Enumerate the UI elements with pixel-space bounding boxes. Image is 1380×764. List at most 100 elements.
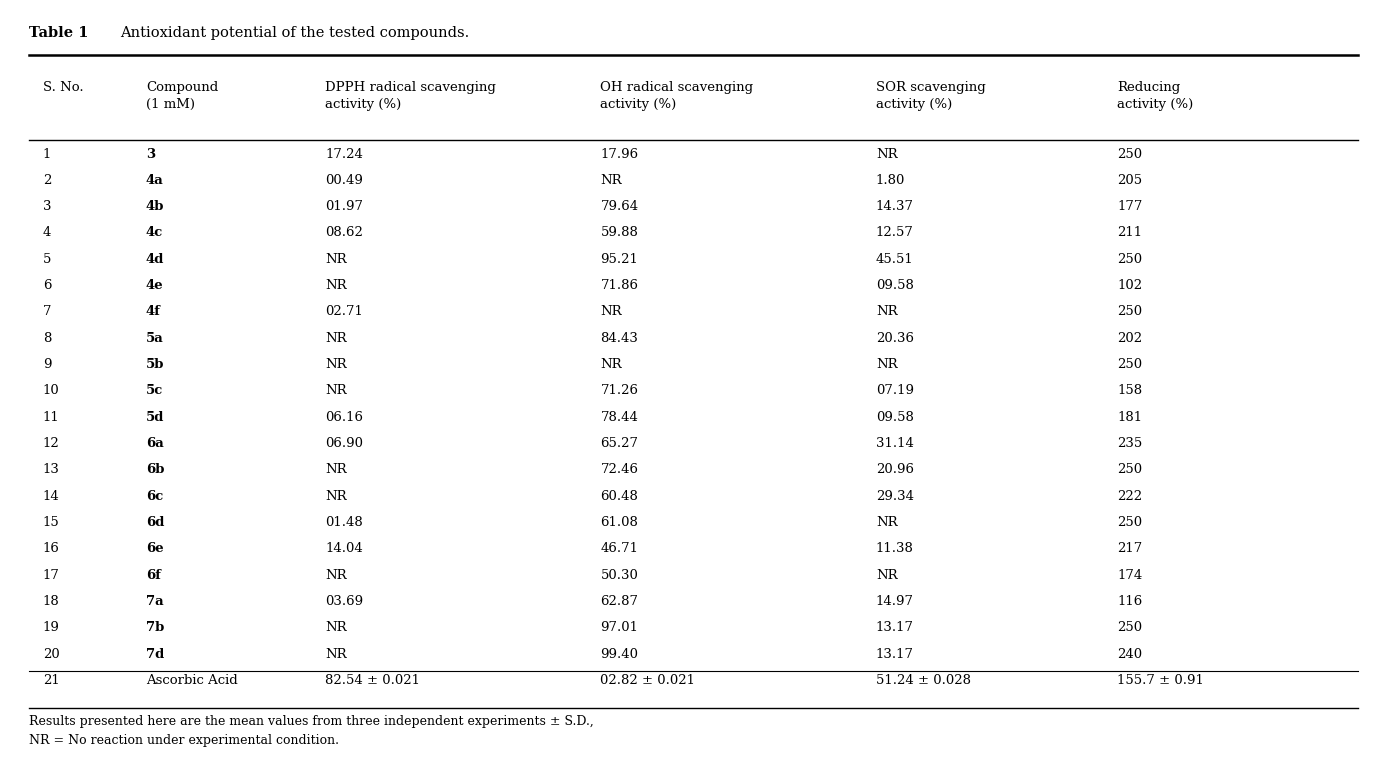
Text: OH radical scavenging
activity (%): OH radical scavenging activity (%)	[600, 81, 753, 111]
Text: 65.27: 65.27	[600, 437, 639, 450]
Text: 00.49: 00.49	[326, 174, 363, 187]
Text: SOR scavenging
activity (%): SOR scavenging activity (%)	[876, 81, 985, 111]
Text: 102: 102	[1116, 279, 1143, 292]
Text: NR: NR	[600, 174, 622, 187]
Text: 50.30: 50.30	[600, 568, 639, 581]
Text: NR: NR	[876, 358, 897, 371]
Text: 4b: 4b	[146, 200, 164, 213]
Text: 20: 20	[43, 648, 59, 661]
Text: 14.37: 14.37	[876, 200, 914, 213]
Text: 4: 4	[43, 226, 51, 239]
Text: 10: 10	[43, 384, 59, 397]
Text: 07.19: 07.19	[876, 384, 914, 397]
Text: NR: NR	[326, 384, 346, 397]
Text: 7d: 7d	[146, 648, 164, 661]
Text: NR: NR	[326, 358, 346, 371]
Text: 250: 250	[1116, 621, 1143, 634]
Text: 15: 15	[43, 516, 59, 529]
Text: 17: 17	[43, 568, 59, 581]
Text: 51.24 ± 0.028: 51.24 ± 0.028	[876, 674, 972, 687]
Text: 235: 235	[1116, 437, 1143, 450]
Text: 6b: 6b	[146, 463, 164, 476]
Text: 29.34: 29.34	[876, 490, 914, 503]
Text: 250: 250	[1116, 358, 1143, 371]
Text: Ascorbic Acid: Ascorbic Acid	[146, 674, 237, 687]
Text: 4f: 4f	[146, 306, 161, 319]
Text: NR: NR	[326, 490, 346, 503]
Text: 02.82 ± 0.021: 02.82 ± 0.021	[600, 674, 696, 687]
Text: Table 1: Table 1	[29, 26, 88, 40]
Text: 250: 250	[1116, 516, 1143, 529]
Text: 6c: 6c	[146, 490, 163, 503]
Text: 12.57: 12.57	[876, 226, 914, 239]
Text: 09.58: 09.58	[876, 279, 914, 292]
Text: 5d: 5d	[146, 411, 164, 424]
Text: 97.01: 97.01	[600, 621, 639, 634]
Text: 1: 1	[43, 147, 51, 160]
Text: 61.08: 61.08	[600, 516, 639, 529]
Text: 4a: 4a	[146, 174, 164, 187]
Text: 59.88: 59.88	[600, 226, 639, 239]
Text: 158: 158	[1116, 384, 1143, 397]
Text: Reducing
activity (%): Reducing activity (%)	[1116, 81, 1194, 111]
Text: 82.54 ± 0.021: 82.54 ± 0.021	[326, 674, 420, 687]
Text: 16: 16	[43, 542, 59, 555]
Text: 8: 8	[43, 332, 51, 345]
Text: 12: 12	[43, 437, 59, 450]
Text: 250: 250	[1116, 463, 1143, 476]
Text: 177: 177	[1116, 200, 1143, 213]
Text: 20.96: 20.96	[876, 463, 914, 476]
Text: 250: 250	[1116, 147, 1143, 160]
Text: 46.71: 46.71	[600, 542, 639, 555]
Text: 155.7 ± 0.91: 155.7 ± 0.91	[1116, 674, 1203, 687]
Text: 21: 21	[43, 674, 59, 687]
Text: 19: 19	[43, 621, 59, 634]
Text: 14.97: 14.97	[876, 595, 914, 608]
Text: DPPH radical scavenging
activity (%): DPPH radical scavenging activity (%)	[326, 81, 495, 111]
Text: 116: 116	[1116, 595, 1143, 608]
Text: 45.51: 45.51	[876, 253, 914, 266]
Text: 20.36: 20.36	[876, 332, 914, 345]
Text: NR: NR	[876, 568, 897, 581]
Text: 13.17: 13.17	[876, 621, 914, 634]
Text: 18: 18	[43, 595, 59, 608]
Text: 71.26: 71.26	[600, 384, 639, 397]
Text: 01.97: 01.97	[326, 200, 363, 213]
Text: NR: NR	[326, 332, 346, 345]
Text: 99.40: 99.40	[600, 648, 639, 661]
Text: 7a: 7a	[146, 595, 164, 608]
Text: 01.48: 01.48	[326, 516, 363, 529]
Text: 08.62: 08.62	[326, 226, 363, 239]
Text: 14.04: 14.04	[326, 542, 363, 555]
Text: 02.71: 02.71	[326, 306, 363, 319]
Text: 13.17: 13.17	[876, 648, 914, 661]
Text: 06.16: 06.16	[326, 411, 363, 424]
Text: 4e: 4e	[146, 279, 164, 292]
Text: 222: 222	[1116, 490, 1143, 503]
Text: 13: 13	[43, 463, 59, 476]
Text: 4d: 4d	[146, 253, 164, 266]
Text: 71.86: 71.86	[600, 279, 639, 292]
Text: 06.90: 06.90	[326, 437, 363, 450]
Text: NR: NR	[326, 568, 346, 581]
Text: 31.14: 31.14	[876, 437, 914, 450]
Text: NR: NR	[600, 358, 622, 371]
Text: NR = No reaction under experimental condition.: NR = No reaction under experimental cond…	[29, 733, 339, 746]
Text: NR: NR	[876, 516, 897, 529]
Text: 250: 250	[1116, 306, 1143, 319]
Text: 79.64: 79.64	[600, 200, 639, 213]
Text: 240: 240	[1116, 648, 1143, 661]
Text: 7b: 7b	[146, 621, 164, 634]
Text: 217: 217	[1116, 542, 1143, 555]
Text: 95.21: 95.21	[600, 253, 639, 266]
Text: 5c: 5c	[146, 384, 163, 397]
Text: NR: NR	[600, 306, 622, 319]
Text: 6: 6	[43, 279, 51, 292]
Text: 11: 11	[43, 411, 59, 424]
Text: 5b: 5b	[146, 358, 164, 371]
Text: 72.46: 72.46	[600, 463, 639, 476]
Text: 09.58: 09.58	[876, 411, 914, 424]
Text: 6e: 6e	[146, 542, 164, 555]
Text: Compound
(1 mM): Compound (1 mM)	[146, 81, 218, 111]
Text: 250: 250	[1116, 253, 1143, 266]
